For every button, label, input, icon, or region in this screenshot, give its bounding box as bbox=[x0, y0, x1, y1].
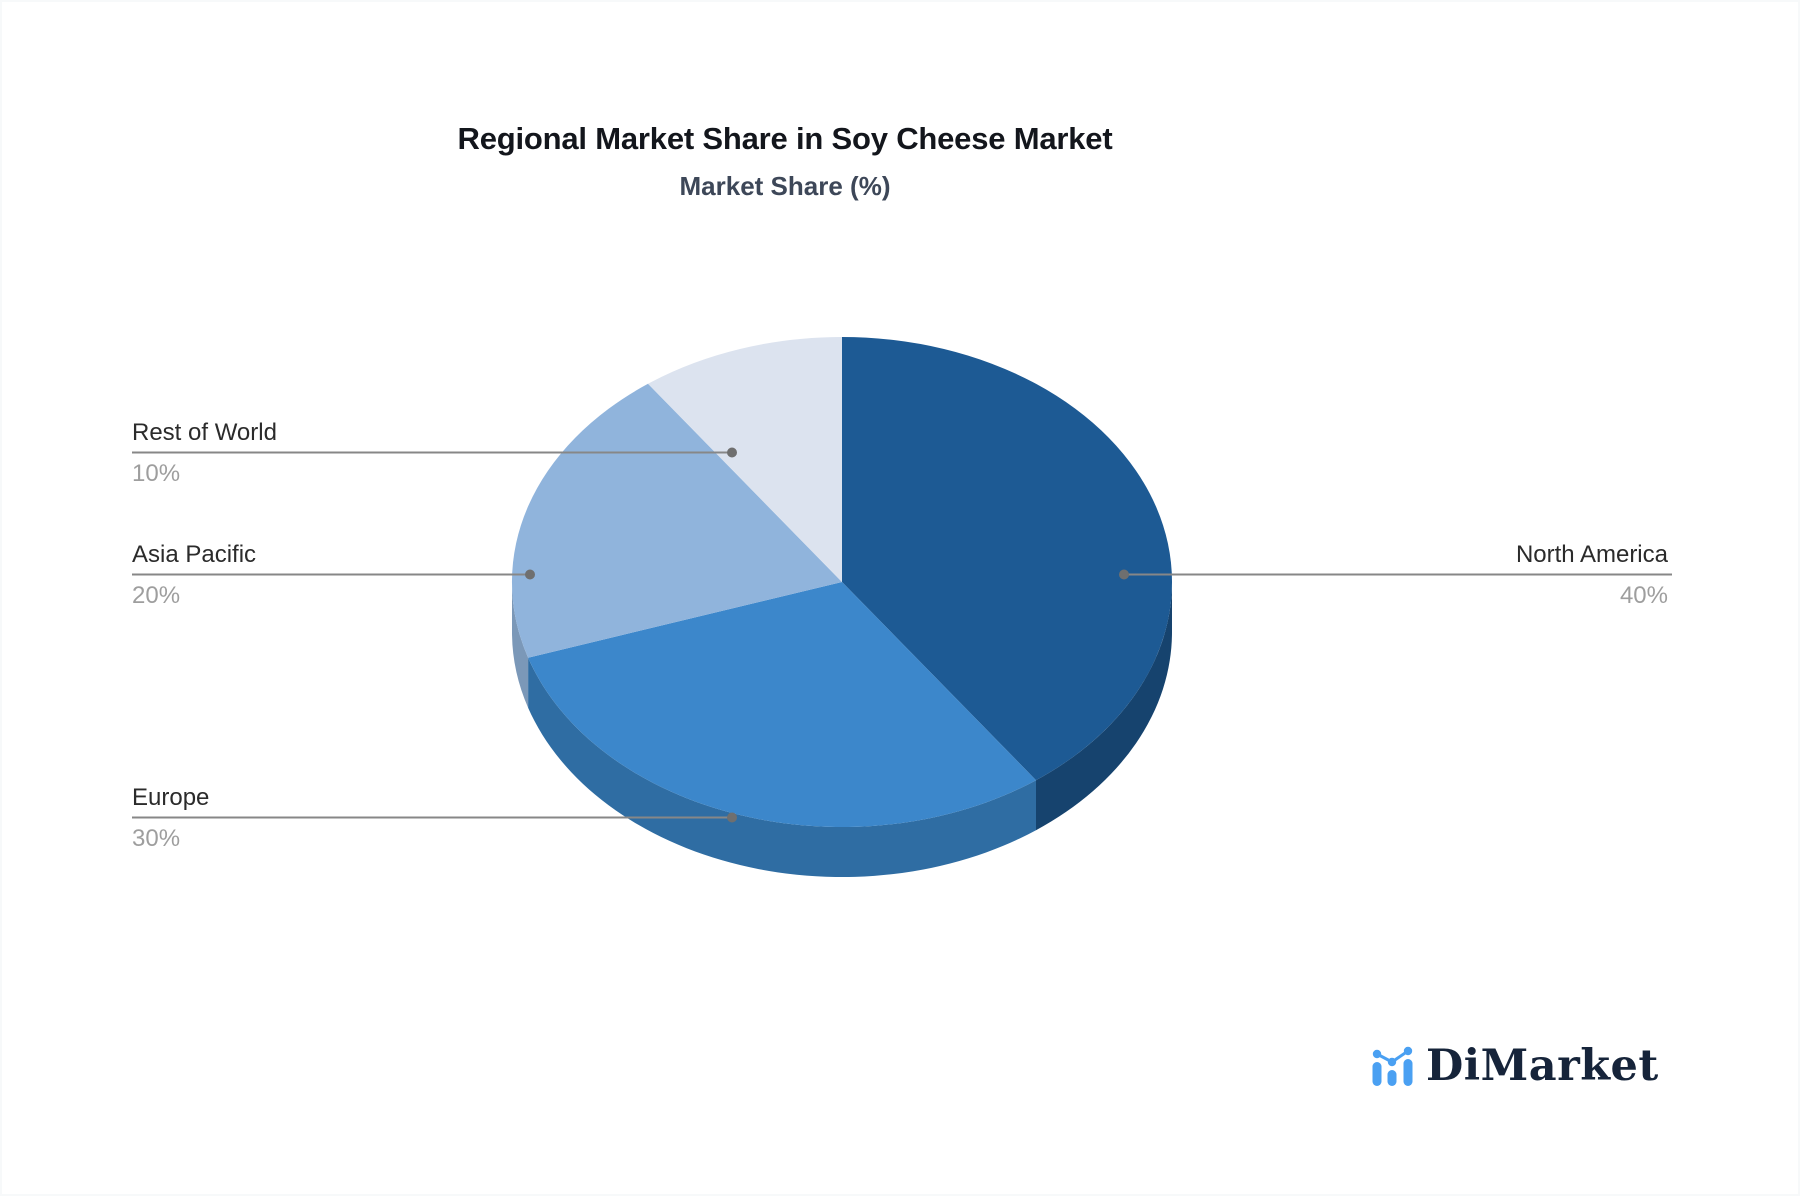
label-north-america: North America bbox=[1515, 541, 1668, 568]
brand-logo: DiMarket bbox=[1368, 1042, 1659, 1092]
slice-asia-pacific-side bbox=[511, 582, 529, 708]
pct-rest-of-world: 10% bbox=[132, 460, 181, 487]
chart-subtitle: Market Share (%) bbox=[679, 171, 891, 201]
bar-line-chart-icon bbox=[1372, 1046, 1413, 1086]
leader-dot-rest-of-world bbox=[727, 447, 737, 458]
brand-logo-text: DiMarket bbox=[1426, 1041, 1659, 1091]
pct-north-america: 40% bbox=[1619, 582, 1668, 609]
slice-rest-of-world[interactable] bbox=[648, 337, 842, 582]
leader-dot-asia-pacific bbox=[525, 569, 535, 580]
chart-title: Regional Market Share in Soy Cheese Mark… bbox=[457, 121, 1113, 156]
pct-europe: 30% bbox=[132, 825, 181, 852]
label-asia-pacific: Asia Pacific bbox=[132, 541, 257, 568]
label-europe: Europe bbox=[132, 784, 210, 811]
slice-europe-side bbox=[528, 657, 1036, 878]
slice-north-america-side bbox=[1036, 582, 1172, 831]
slice-europe[interactable] bbox=[528, 582, 1036, 828]
leader-dot-north-america bbox=[1119, 569, 1129, 580]
slice-north-america[interactable] bbox=[842, 337, 1173, 781]
label-rest-of-world: Rest of World bbox=[132, 419, 277, 446]
leader-dot-europe bbox=[727, 812, 737, 823]
pct-asia-pacific: 20% bbox=[132, 582, 181, 609]
